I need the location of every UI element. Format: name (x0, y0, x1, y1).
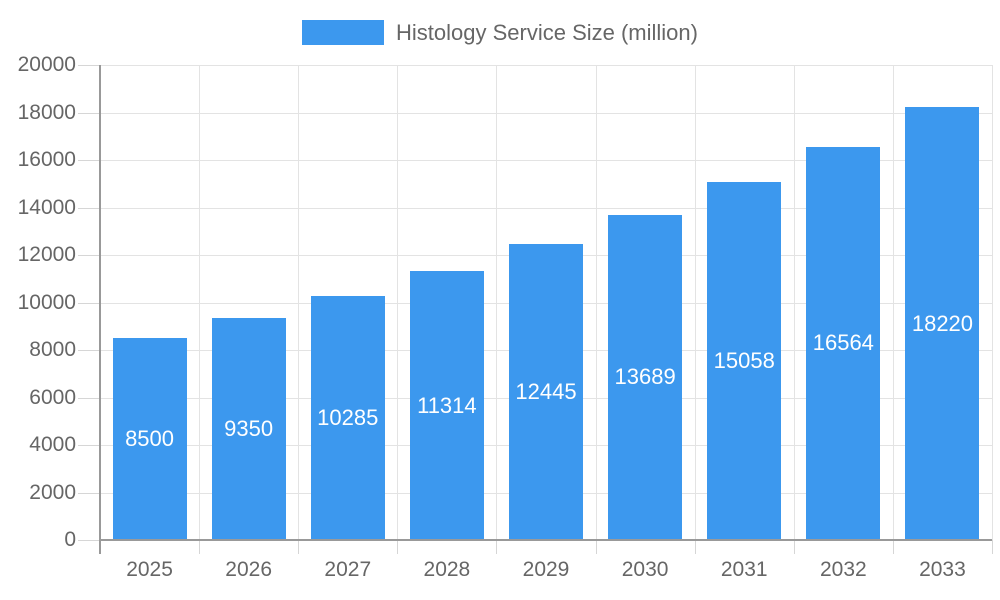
bar-2028[interactable]: 11314 (409, 271, 484, 540)
bar-value-label: 16564 (812, 330, 874, 356)
y-axis-tick (78, 112, 100, 114)
y-axis-tick-label: 20000 (17, 53, 76, 76)
y-axis-tick (78, 302, 100, 304)
gridline-horizontal (100, 65, 992, 66)
y-axis-tick (78, 65, 100, 66)
bar-value-label: 18220 (911, 310, 974, 336)
x-axis-tick-label: 2029 (522, 558, 570, 581)
legend-label: Histology Service Size (million) (396, 20, 698, 45)
gridline-vertical (892, 65, 894, 540)
y-axis-tick (78, 540, 100, 541)
bar-value-label: 15058 (713, 348, 775, 374)
bar-value-label: 10285 (317, 404, 379, 430)
bar-value-label: 11314 (417, 392, 477, 418)
gridline-horizontal (100, 112, 992, 114)
x-axis-line (99, 539, 992, 541)
x-axis-tick-label: 2027 (324, 558, 372, 581)
bar-2029[interactable]: 12445 (509, 244, 583, 540)
bar-2025[interactable]: 8500 (112, 338, 187, 540)
x-axis-tick (793, 540, 795, 554)
gridline-vertical (199, 65, 201, 540)
bar-value-label: 9350 (224, 415, 274, 441)
x-axis-tick (496, 540, 498, 554)
y-axis-tick (78, 207, 100, 209)
y-axis-tick (78, 492, 100, 494)
y-axis-tick (78, 445, 100, 446)
legend-item[interactable]: Histology Service Size (million) (0, 20, 1000, 45)
gridline-vertical (793, 65, 795, 540)
x-axis-tick-label: 2030 (621, 558, 669, 581)
gridline-horizontal (100, 160, 992, 161)
bar-2031[interactable]: 15058 (707, 182, 782, 540)
y-axis-tick-label: 6000 (29, 385, 76, 409)
y-axis-tick-label: 8000 (29, 338, 76, 361)
y-axis-tick (78, 350, 100, 351)
legend-swatch (302, 20, 384, 45)
x-axis-tick-label: 2031 (720, 558, 768, 581)
gridline-vertical (694, 65, 696, 540)
bar-2026[interactable]: 9350 (211, 317, 286, 540)
x-axis-tick-label: 2025 (126, 558, 173, 581)
plot-area: 8500 9350 10285 11314 12445 13689 15058 16564 18… (78, 65, 993, 554)
x-axis-tick-label: 2032 (819, 558, 867, 581)
y-axis-line (99, 65, 101, 554)
bar-2027[interactable]: 10285 (310, 295, 385, 540)
x-axis-tick (199, 540, 201, 554)
gridline-vertical (298, 65, 300, 540)
bar-value-label: 8500 (125, 426, 175, 452)
gridline-vertical (595, 65, 597, 540)
x-axis-tick-label: 2026 (225, 558, 273, 581)
gridline-vertical (397, 65, 399, 540)
x-axis-tick-label: 2033 (919, 558, 966, 581)
y-axis-tick-label: 16000 (17, 148, 76, 171)
bar-2032[interactable]: 16564 (806, 146, 881, 540)
x-axis-tick (595, 540, 597, 554)
x-axis-tick (992, 540, 993, 554)
x-axis-tick (298, 540, 300, 554)
y-axis-tick (78, 160, 100, 161)
y-axis-tick (78, 397, 100, 399)
y-axis-tick-label: 14000 (17, 195, 76, 219)
y-axis-tick (78, 255, 100, 256)
bar-2033[interactable]: 18220 (905, 107, 980, 540)
gridline-vertical (992, 65, 993, 540)
gridline-horizontal (100, 207, 992, 209)
x-axis-tick-label: 2028 (423, 558, 471, 581)
bar-2030[interactable]: 13689 (608, 214, 683, 540)
x-axis-tick (892, 540, 894, 554)
x-axis-tick (397, 540, 399, 554)
y-axis-tick-label: 12000 (17, 243, 76, 266)
x-axis-tick (694, 540, 696, 554)
gridline-vertical (496, 65, 498, 540)
bar-value-label: 12445 (515, 379, 577, 405)
y-axis-tick-label: 0 (64, 528, 76, 551)
y-axis-tick-label: 4000 (29, 433, 76, 456)
y-axis-tick-label: 18000 (17, 100, 76, 124)
y-axis-tick-label: 2000 (29, 480, 76, 504)
y-axis-tick-label: 10000 (17, 290, 76, 314)
bar-value-label: 13689 (614, 364, 676, 390)
